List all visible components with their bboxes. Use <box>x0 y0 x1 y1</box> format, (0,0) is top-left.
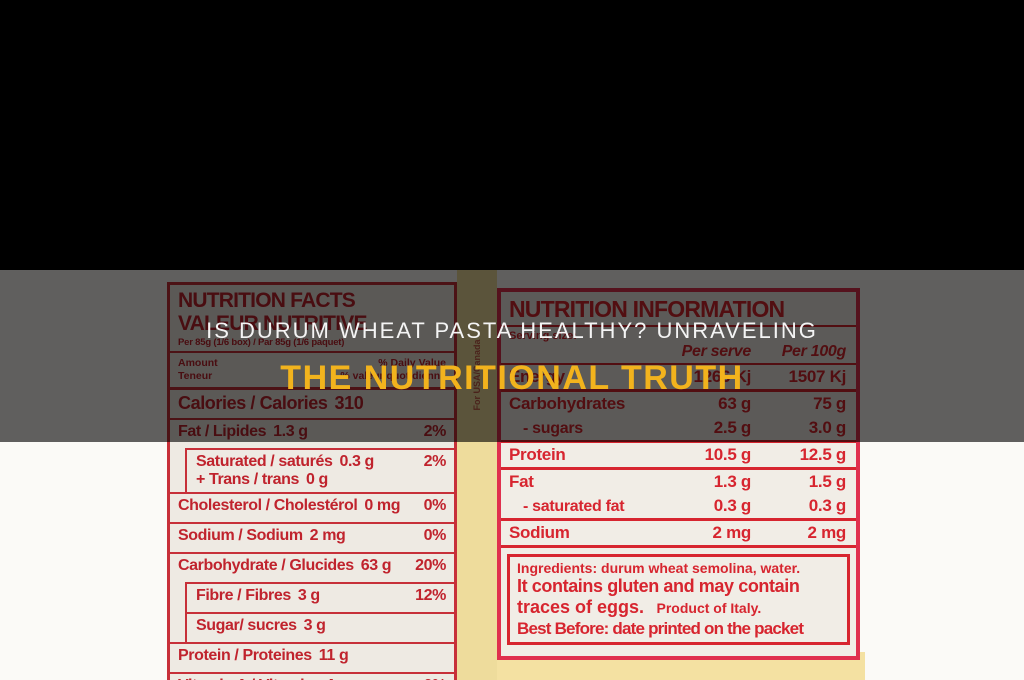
nutrient-line: Saturated / saturés 0.3 g <box>196 453 446 471</box>
nutrient-value: 0 g <box>305 470 328 488</box>
value-per-serve: 10.5 g <box>704 445 752 464</box>
page-title: IS DURUM WHEAT PASTA HEALTHY? UNRAVELING… <box>0 318 1024 396</box>
nutrient-name: Fibre / Fibres <box>196 586 291 604</box>
ingredients-label: Ingredients: <box>517 560 598 576</box>
origin-text: Product of Italy. <box>656 600 762 616</box>
daily-value-percent: 0% <box>423 496 447 514</box>
nutrient-name: Sodium / Sodium <box>178 526 303 544</box>
nutrient-line: Sodium / Sodium 2 mg <box>178 527 446 545</box>
nutrient-value: 3 g <box>303 616 326 634</box>
value-per-serve: 0.3 g <box>713 496 752 515</box>
title-line-1: IS DURUM WHEAT PASTA HEALTHY? UNRAVELING <box>206 318 818 343</box>
nutrient-name: Sodium <box>509 523 570 542</box>
ingredients-box: Ingredients: durum wheat semolina, water… <box>507 554 850 645</box>
nutrient-row: Sugar/ sucres 3 g <box>185 611 454 642</box>
ingredients-text: durum wheat semolina, water. <box>601 560 801 576</box>
nutrient-row: Sodium 2 mg 2 mg <box>501 521 856 548</box>
value-per-100g: 1.5 g <box>808 472 847 491</box>
nutrient-row: Vitamin A / Vitamine A 0% <box>170 671 454 680</box>
nutrient-value: 0 mg <box>364 496 401 514</box>
value-per-100g: 12.5 g <box>799 445 847 464</box>
nutrient-value: 11 g <box>318 646 349 664</box>
nutrient-line: Protein / Proteines 11 g <box>178 647 446 665</box>
nutrient-value: 63 g <box>360 556 392 574</box>
value-per-100g: 0.3 g <box>808 496 847 515</box>
nutrient-line: Carbohydrate / Glucides 63 g <box>178 557 446 575</box>
nutrient-value: 2 mg <box>309 526 346 544</box>
nutrient-name: Carbohydrate / Glucides <box>178 556 354 574</box>
nutrient-row: Saturated / saturés 0.3 g + Trans / trans 0… <box>185 447 454 492</box>
nutrient-row: Carbohydrate / Glucides 63 g 20% <box>170 551 454 582</box>
daily-value-percent: 2% <box>423 452 447 470</box>
daily-value-percent: 12% <box>415 586 446 604</box>
nutrient-line: Sugar/ sucres 3 g <box>196 617 446 635</box>
nutrient-row: Sodium / Sodium 2 mg 0% <box>170 521 454 552</box>
daily-value-percent: 0% <box>423 526 447 544</box>
allergen-line-2: traces of eggs. Product of Italy. <box>517 597 840 618</box>
daily-value-percent: 20% <box>415 556 446 574</box>
nutrient-name: Vitamin A / Vitamine A <box>178 677 337 680</box>
ingredients-line: Ingredients: durum wheat semolina, water… <box>517 560 840 576</box>
nutrient-row: Cholesterol / Cholestérol 0 mg 0% <box>170 491 454 522</box>
nutrient-value: 0.3 g <box>339 452 374 470</box>
nutrient-row: Fat 1.3 g 1.5 g <box>501 470 856 494</box>
title-line-2: THE NUTRITIONAL TRUTH <box>280 359 744 397</box>
nutrient-name: Fat <box>509 472 534 491</box>
nutrient-row: Fibre / Fibres 3 g 12% <box>185 581 454 612</box>
nutrient-name: Saturated / saturés <box>196 452 333 470</box>
daily-value-percent: 0% <box>424 677 447 680</box>
letterbox-top <box>0 0 1024 270</box>
nutrient-line: Fibre / Fibres 3 g <box>196 587 446 605</box>
nutrient-name: + Trans / trans <box>196 470 299 488</box>
allergen-eggs: traces of eggs. <box>517 597 645 617</box>
value-per-100g: 2 mg <box>807 523 847 542</box>
nutrient-name: Cholesterol / Cholestérol <box>178 496 358 514</box>
nutrient-row: - saturated fat 0.3 g 0.3 g <box>501 494 856 521</box>
nutrient-line: Vitamin A / Vitamine A <box>178 677 446 680</box>
nutrient-line: Cholesterol / Cholestérol 0 mg <box>178 497 446 515</box>
nutrient-row: Protein / Proteines 11 g <box>170 641 454 672</box>
nutrient-name: Protein <box>509 445 566 464</box>
value-per-serve: 1.3 g <box>713 472 752 491</box>
nutrient-row: Protein 10.5 g 12.5 g <box>501 443 856 470</box>
nutrient-name: Protein / Proteines <box>178 646 312 664</box>
title-overlay-band <box>0 270 1024 442</box>
value-per-serve: 2 mg <box>712 523 752 542</box>
nutrient-name: - saturated fat <box>523 498 625 515</box>
nutrient-line: + Trans / trans 0 g <box>196 471 446 489</box>
best-before-text: Best Before: date printed on the packet <box>517 619 804 638</box>
nutrient-name: Sugar/ sucres <box>196 616 297 634</box>
allergen-line-1: It contains gluten and may contain <box>517 576 800 596</box>
nutrient-value: 3 g <box>297 586 320 604</box>
